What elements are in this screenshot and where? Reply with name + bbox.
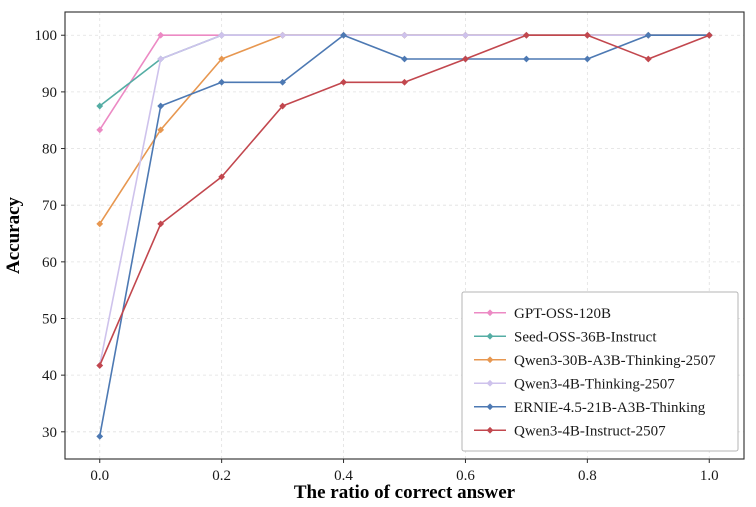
data-point-marker [279,102,286,110]
data-point-marker [96,126,104,134]
data-point-marker [401,55,408,63]
data-point-marker [401,31,408,39]
data-point-marker [96,220,104,228]
data-point-marker [96,362,104,369]
data-point-marker [218,173,226,181]
legend-item: GPT-OSS-120B [474,306,611,322]
x-tick-label: 1.0 [700,468,719,484]
data-point-marker [583,31,591,39]
legend-item: Qwen3-4B-Instruct-2507 [474,423,666,439]
legend-marker [486,356,494,364]
y-tick-label: 40 [42,368,57,384]
data-point-marker [523,55,530,63]
data-point-marker [157,126,165,134]
data-point-marker [401,78,408,86]
data-point-marker [462,55,469,63]
legend-marker [486,403,494,411]
x-tick-label: 0.8 [578,468,597,484]
y-axis-label: Accuracy [3,196,24,274]
x-tick-label: 0.4 [334,468,353,484]
legend: GPT-OSS-120B Seed-OSS-36B-Instruct Qwen3-3… [461,291,739,452]
data-point-marker [157,220,165,228]
data-point-marker [96,102,104,110]
y-tick-label: 90 [42,85,57,101]
x-tick-label: 0.0 [90,468,109,484]
x-axis-label: The ratio of correct answer [294,482,516,503]
plot-border [64,11,745,460]
y-tick-label: 50 [42,311,57,327]
data-point-marker [96,432,104,440]
y-tick-label: 60 [42,255,57,271]
legend-item: Qwen3-4B-Thinking-2507 [474,376,675,392]
data-point-marker [218,55,226,63]
data-point-marker [157,55,165,63]
legend-marker [486,332,494,340]
x-tick-label: 0.6 [456,468,475,484]
legend-box [461,291,739,452]
data-point-marker [157,31,165,39]
y-tick-label: 80 [42,142,57,158]
data-point-marker [279,31,286,39]
data-point-marker [218,31,226,39]
x-tick-label: 0.2 [212,468,231,484]
series-Qwen3-4B-Instruct-2507 [96,31,713,369]
legend-item: ERNIE-4.5-21B-A3B-Thinking [474,400,706,416]
data-point-marker [157,102,165,110]
legend-marker [486,309,494,317]
data-point-marker [462,31,469,39]
y-tick-label: 30 [42,425,57,441]
legend-item: Qwen3-30B-A3B-Thinking-2507 [474,353,716,369]
data-point-marker [523,31,530,39]
data-point-marker [218,78,226,86]
legend-label: ERNIE-4.5-21B-A3B-Thinking [514,400,706,416]
data-point-marker [340,78,347,86]
legend-label: Seed-OSS-36B-Instruct [514,329,657,345]
legend-marker [486,379,494,387]
y-tick-label: 70 [42,198,57,214]
data-point-marker [644,55,652,63]
data-point-marker [583,55,591,63]
legend-marker [486,426,494,434]
data-point-marker [644,31,652,39]
legend-item: Seed-OSS-36B-Instruct [474,329,657,345]
legend-label: Qwen3-4B-Instruct-2507 [514,423,666,439]
y-tick-label: 100 [35,28,58,44]
data-point-marker [705,31,713,39]
data-point-marker [279,78,286,86]
legend-label: Qwen3-4B-Thinking-2507 [514,376,675,392]
legend-label: Qwen3-30B-A3B-Thinking-2507 [514,353,716,369]
legend-label: GPT-OSS-120B [514,306,611,322]
data-point-marker [340,31,347,39]
